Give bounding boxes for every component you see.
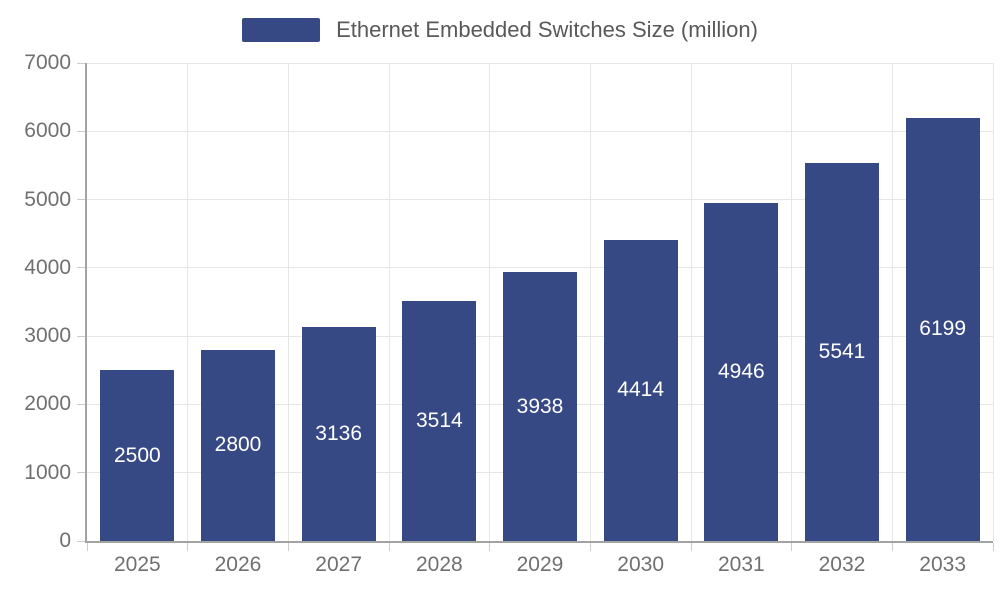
bar-value-label: 2500 [113,443,161,467]
y-axis-tick [77,267,85,269]
x-axis-tick-label: 2033 [919,553,967,576]
bar-2026[interactable]: 2800 [201,349,275,541]
gridline-vertical [187,63,189,541]
bar-value-label: 2800 [214,433,262,457]
y-axis-tick [77,540,85,542]
bar-value-label: 3136 [315,421,363,445]
x-axis-tick-label: 2032 [818,553,866,576]
x-axis-tick-label: 2027 [315,553,363,576]
gridline-vertical [791,63,793,541]
gridline-horizontal [87,199,993,201]
y-axis-tick-label: 4000 [24,255,71,279]
y-axis-tick [77,335,85,337]
x-axis-tick-label: 2029 [516,553,564,576]
x-axis-tick [388,543,390,551]
x-axis-tick [489,543,491,551]
y-axis-tick [77,199,85,201]
bar-value-label: 3938 [516,394,564,418]
bar-value-label: 4414 [617,378,665,402]
legend-label: Ethernet Embedded Switches Size (million… [336,17,758,42]
bar-value-label: 4946 [717,360,765,384]
gridline-vertical [891,63,893,541]
x-axis-tick [992,543,994,551]
gridline-vertical [690,63,692,541]
bar-2033[interactable]: 6199 [905,117,980,541]
y-axis-line [85,63,87,543]
x-axis-tick [187,543,189,551]
y-axis-tick-label: 6000 [24,119,71,143]
x-axis-tick [287,543,289,551]
plot-area: 0 1000 2000 3000 4000 5000 6000 7000 2500 2025 280… [24,51,994,576]
x-axis-tick-label: 2031 [717,553,765,576]
gridline-vertical [489,63,491,541]
y-axis-tick [77,403,85,405]
x-axis-tick [589,543,591,551]
gridline-vertical [388,63,390,541]
bar-value-label: 6199 [919,317,967,341]
legend-swatch [242,18,321,42]
bar-2032[interactable]: 5541 [805,162,879,541]
bar-value-label: 3514 [415,409,463,432]
x-axis-line [85,541,993,543]
y-axis-tick-label: 2000 [24,392,71,416]
y-axis-tick [77,62,85,64]
y-axis-tick-label: 3000 [24,324,71,348]
x-axis-tick-label: 2030 [617,553,665,576]
x-axis-tick [86,543,88,551]
bar-2027[interactable]: 3136 [301,326,376,541]
gridline-vertical [992,63,994,541]
x-axis-tick-label: 2025 [113,553,161,576]
gridline-vertical [589,63,591,541]
y-axis-tick-label: 7000 [24,51,71,74]
x-axis-tick [891,543,893,551]
bar-2031[interactable]: 4946 [704,203,779,541]
bar-2029[interactable]: 3938 [503,272,577,541]
x-axis-tick-label: 2026 [214,553,262,576]
bar-2025[interactable]: 2500 [100,370,175,541]
x-axis-tick [690,543,692,551]
bar-2030[interactable]: 4414 [603,239,678,541]
y-axis-tick-label: 1000 [24,460,71,484]
x-axis-tick-label: 2028 [415,553,463,576]
y-axis-tick [77,130,85,132]
legend[interactable]: Ethernet Embedded Switches Size (million… [0,18,1000,42]
y-axis-tick [77,472,85,474]
gridline-horizontal [87,62,993,64]
bar-value-label: 5541 [818,339,866,363]
y-axis-tick-label: 0 [59,529,71,552]
x-axis-tick [791,543,793,551]
gridline-horizontal [87,130,993,132]
gridline-horizontal [87,267,993,269]
gridline-vertical [287,63,289,541]
y-axis-tick-label: 5000 [24,187,71,211]
bar-2028[interactable]: 3514 [402,301,477,541]
